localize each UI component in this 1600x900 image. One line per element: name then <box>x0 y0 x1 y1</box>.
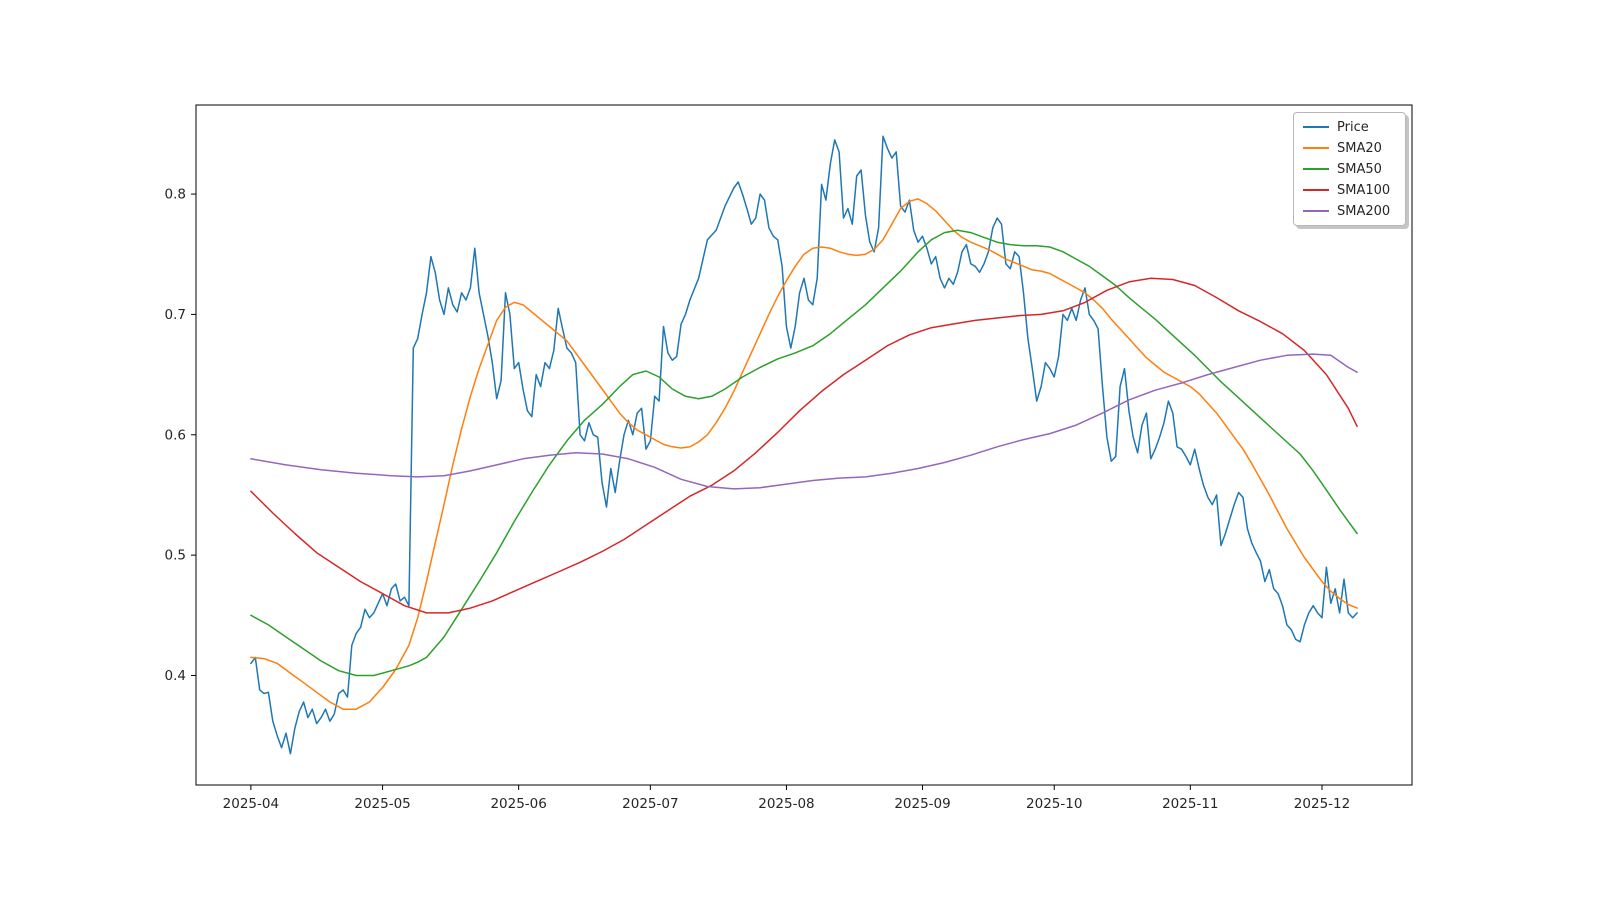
legend-line-swatch-sma100 <box>1303 189 1329 191</box>
sma100-line <box>250 277 1358 614</box>
price-line <box>250 135 1358 755</box>
legend-item-price: Price <box>1303 119 1395 135</box>
y-tick-label: 0.7 <box>165 307 186 323</box>
x-tick-label: 2025-08 <box>758 796 814 812</box>
legend-label-sma200: SMA200 <box>1337 203 1391 219</box>
x-tick-label: 2025-04 <box>223 796 279 812</box>
y-tick-label: 0.8 <box>165 187 186 203</box>
legend-label-sma100: SMA100 <box>1337 182 1391 198</box>
legend-item-sma200: SMA200 <box>1303 203 1395 219</box>
sma50-line <box>250 229 1358 677</box>
legend-label-price: Price <box>1337 119 1369 135</box>
legend-line-swatch-sma20 <box>1303 147 1329 149</box>
x-tick-label: 2025-07 <box>622 796 678 812</box>
x-tick-label: 2025-12 <box>1294 796 1350 812</box>
legend-label-sma20: SMA20 <box>1337 140 1382 156</box>
legend-item-sma20: SMA20 <box>1303 140 1395 156</box>
y-tick-label: 0.6 <box>165 427 186 443</box>
legend-line-swatch-price <box>1303 126 1329 128</box>
chart-legend: Price SMA20 SMA50 SMA100 SMA200 <box>1293 112 1406 226</box>
series-group <box>250 135 1358 755</box>
legend-line-swatch-sma200 <box>1303 210 1329 212</box>
y-tick-label: 0.5 <box>165 548 186 564</box>
x-tick-label: 2025-05 <box>354 796 410 812</box>
legend-line-swatch-sma50 <box>1303 168 1329 170</box>
sma200-line <box>250 353 1358 490</box>
x-tick-label: 2025-09 <box>894 796 950 812</box>
legend-item-sma50: SMA50 <box>1303 161 1395 177</box>
x-tick-label: 2025-11 <box>1162 796 1218 812</box>
y-tick-label: 0.4 <box>165 668 186 684</box>
x-tick-label: 2025-06 <box>490 796 546 812</box>
x-tick-label: 2025-10 <box>1026 796 1082 812</box>
legend-item-sma100: SMA100 <box>1303 182 1395 198</box>
plot-border <box>195 104 1413 786</box>
legend-label-sma50: SMA50 <box>1337 161 1382 177</box>
sma20-line <box>250 198 1358 710</box>
